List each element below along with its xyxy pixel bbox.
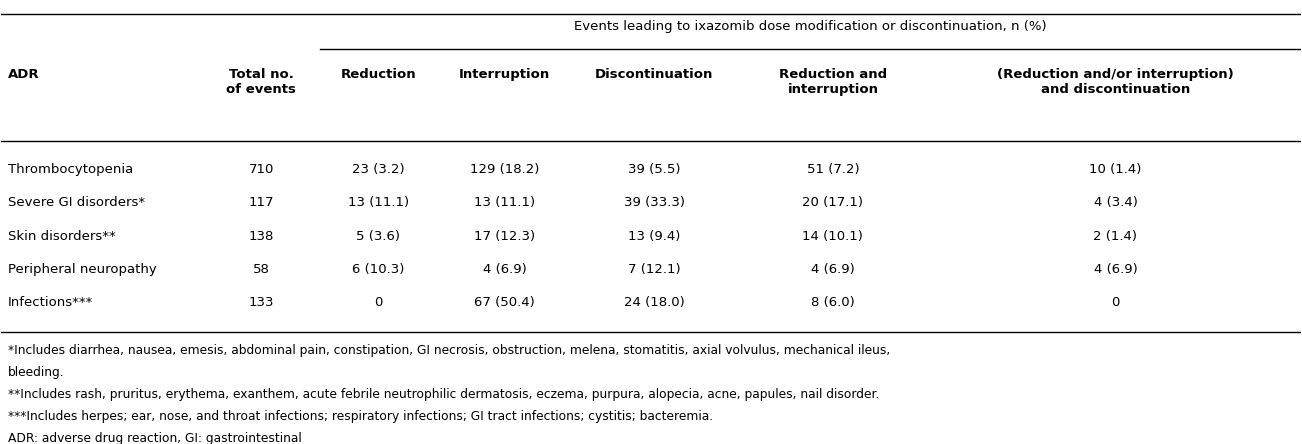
Text: *Includes diarrhea, nausea, emesis, abdominal pain, constipation, GI necrosis, o: *Includes diarrhea, nausea, emesis, abdo… <box>8 344 891 357</box>
Text: 133: 133 <box>249 296 273 309</box>
Text: Reduction and
interruption: Reduction and interruption <box>779 68 887 96</box>
Text: 4 (6.9): 4 (6.9) <box>811 263 855 276</box>
Text: 23 (3.2): 23 (3.2) <box>352 163 405 176</box>
Text: 51 (7.2): 51 (7.2) <box>806 163 859 176</box>
Text: 6 (10.3): 6 (10.3) <box>352 263 405 276</box>
Text: 710: 710 <box>249 163 273 176</box>
Text: 20 (17.1): 20 (17.1) <box>802 196 863 210</box>
Text: 13 (11.1): 13 (11.1) <box>474 196 535 210</box>
Text: ADR: ADR <box>8 67 39 81</box>
Text: 2 (1.4): 2 (1.4) <box>1094 230 1138 243</box>
Text: 67 (50.4): 67 (50.4) <box>474 296 535 309</box>
Text: Peripheral neuropathy: Peripheral neuropathy <box>8 263 156 276</box>
Text: Thrombocytopenia: Thrombocytopenia <box>8 163 133 176</box>
Text: bleeding.: bleeding. <box>8 366 65 379</box>
Text: ***Includes herpes; ear, nose, and throat infections; respiratory infections; GI: ***Includes herpes; ear, nose, and throa… <box>8 410 713 423</box>
Text: Infections***: Infections*** <box>8 296 94 309</box>
Text: 14 (10.1): 14 (10.1) <box>802 230 863 243</box>
Text: Severe GI disorders*: Severe GI disorders* <box>8 196 145 210</box>
Text: 138: 138 <box>249 230 273 243</box>
Text: 0: 0 <box>374 296 383 309</box>
Text: (Reduction and/or interruption)
and discontinuation: (Reduction and/or interruption) and disc… <box>997 68 1234 96</box>
Text: Skin disorders**: Skin disorders** <box>8 230 116 243</box>
Text: Events leading to ixazomib dose modification or discontinuation, n (%): Events leading to ixazomib dose modifica… <box>574 20 1047 33</box>
Text: Total no.
of events: Total no. of events <box>227 68 296 96</box>
Text: 24 (18.0): 24 (18.0) <box>624 296 685 309</box>
Text: ADR: adverse drug reaction, GI: gastrointestinal: ADR: adverse drug reaction, GI: gastroin… <box>8 432 302 444</box>
Text: 4 (6.9): 4 (6.9) <box>483 263 527 276</box>
Text: Reduction: Reduction <box>340 67 415 81</box>
Text: 0: 0 <box>1112 296 1120 309</box>
Text: 4 (3.4): 4 (3.4) <box>1094 196 1138 210</box>
Text: 4 (6.9): 4 (6.9) <box>1094 263 1138 276</box>
Text: 10 (1.4): 10 (1.4) <box>1090 163 1142 176</box>
Text: 129 (18.2): 129 (18.2) <box>470 163 539 176</box>
Text: 7 (12.1): 7 (12.1) <box>628 263 681 276</box>
Text: 17 (12.3): 17 (12.3) <box>474 230 535 243</box>
Text: 8 (6.0): 8 (6.0) <box>811 296 855 309</box>
Text: Interruption: Interruption <box>460 67 551 81</box>
Text: **Includes rash, pruritus, erythema, exanthem, acute febrile neutrophilic dermat: **Includes rash, pruritus, erythema, exa… <box>8 388 879 401</box>
Text: Discontinuation: Discontinuation <box>595 67 713 81</box>
Text: 39 (33.3): 39 (33.3) <box>624 196 685 210</box>
Text: 58: 58 <box>253 263 270 276</box>
Text: 117: 117 <box>249 196 273 210</box>
Text: 39 (5.5): 39 (5.5) <box>628 163 681 176</box>
Text: 13 (9.4): 13 (9.4) <box>628 230 681 243</box>
Text: 5 (3.6): 5 (3.6) <box>357 230 400 243</box>
Text: 13 (11.1): 13 (11.1) <box>348 196 409 210</box>
